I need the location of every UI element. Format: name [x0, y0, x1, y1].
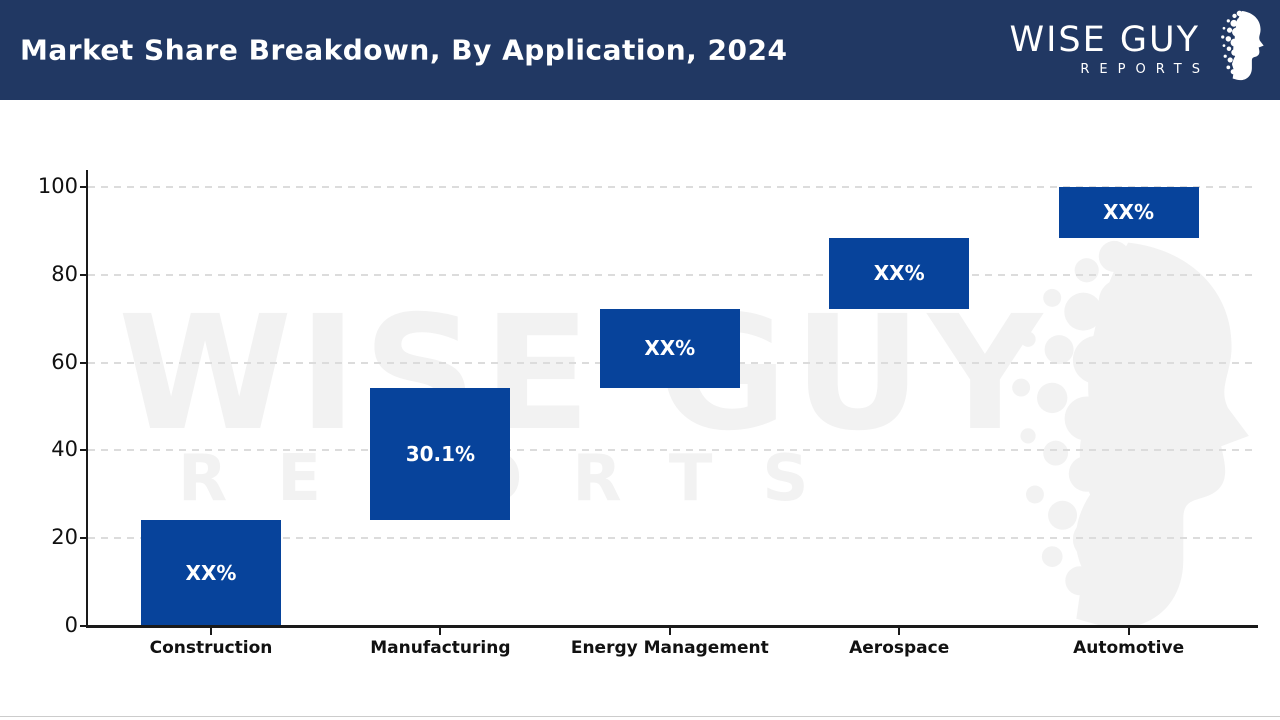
y-axis-tick [80, 537, 88, 540]
y-axis-tick [80, 186, 88, 188]
x-axis-tick [439, 627, 442, 635]
x-axis [86, 625, 1258, 628]
watermark-face-icon [1012, 240, 1249, 628]
x-axis-tick [1127, 627, 1130, 635]
y-tick-label: 20 [51, 525, 78, 550]
header-bar: Market Share Breakdown, By Application, … [0, 0, 1280, 100]
x-tick-label: Energy Management [570, 638, 769, 658]
gridline [88, 537, 1258, 540]
gridline [88, 449, 1258, 452]
x-axis-tick [898, 627, 901, 635]
y-axis-tick [80, 273, 88, 276]
x-axis-tick [668, 627, 671, 635]
y-tick-label: 100 [37, 174, 78, 198]
bar-value-label: XX% [644, 336, 696, 361]
brand-subtitle: REPORTS [1080, 62, 1210, 77]
y-tick-label: 60 [51, 349, 78, 374]
bar-aerospace: XX% [829, 237, 970, 309]
y-tick-label: 0 [64, 613, 78, 637]
y-tick-label: 40 [51, 437, 78, 462]
bar-value-label: 30.1% [405, 442, 476, 467]
bar-automotive: XX% [1058, 187, 1199, 238]
y-axis-tick [80, 449, 88, 452]
y-axis-tick [80, 625, 88, 627]
wise-guy-face-icon [1221, 10, 1264, 81]
bar-value-label: XX% [185, 561, 237, 586]
bar-energy-management: XX% [599, 308, 740, 389]
brand-logo: WISE GUY REPORTS [1009, 0, 1268, 100]
bar-construction: XX% [141, 520, 281, 626]
x-tick-label: Aerospace [849, 638, 950, 658]
x-tick-label: Construction [149, 638, 273, 658]
x-axis-tick [210, 627, 212, 635]
brand-wordmark: WISE GUY [1009, 20, 1200, 60]
y-axis [86, 170, 88, 626]
gridline [88, 273, 1258, 276]
x-tick-label: Automotive [1073, 638, 1185, 658]
brand-logo-text: WISE GUY REPORTS [1009, 20, 1200, 78]
page-title: Market Share Breakdown, By Application, … [20, 33, 788, 67]
y-axis-tick [80, 361, 88, 364]
watermark-wordmark: WISE GUY [118, 282, 1049, 466]
bar-manufacturing: 30.1% [370, 388, 511, 521]
watermark-subtitle: REPORTS [178, 442, 859, 516]
x-tick-label: Manufacturing [370, 638, 511, 658]
y-tick-label: 80 [51, 261, 78, 286]
bar-value-label: XX% [1103, 200, 1155, 225]
footer-divider [0, 716, 1280, 717]
bar-value-label: XX% [873, 261, 925, 286]
gridline [88, 186, 1258, 188]
